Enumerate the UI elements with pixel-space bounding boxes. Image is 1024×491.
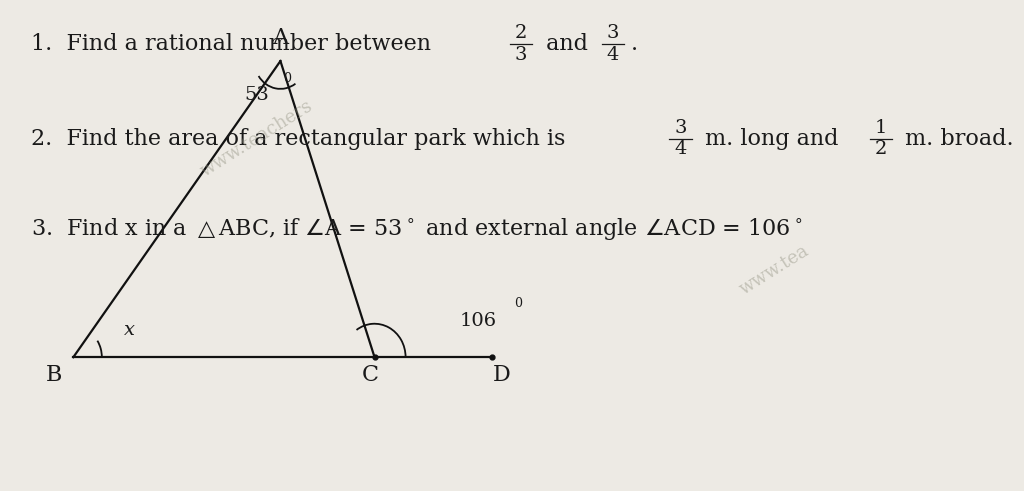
Text: 53: 53 <box>245 86 269 104</box>
Text: 4: 4 <box>675 140 687 159</box>
Text: 0: 0 <box>514 297 522 310</box>
Text: 1.  Find a rational number between: 1. Find a rational number between <box>31 33 438 55</box>
Text: 1: 1 <box>874 119 887 137</box>
Text: and: and <box>539 33 595 55</box>
Text: 3: 3 <box>675 119 687 137</box>
Text: C: C <box>361 364 378 386</box>
Text: .: . <box>631 33 638 55</box>
Text: m. long and: m. long and <box>698 128 846 150</box>
Text: x: x <box>124 322 135 339</box>
Text: 106: 106 <box>459 312 497 330</box>
Text: www.tea: www.tea <box>736 242 813 298</box>
Text: B: B <box>46 364 62 386</box>
Text: 2.  Find the area of a rectangular park which is: 2. Find the area of a rectangular park w… <box>31 128 572 150</box>
Text: A: A <box>272 27 289 49</box>
Text: 3.  Find x in a $\triangle$ABC, if $\angle$A = 53$^\circ$ and external angle $\a: 3. Find x in a $\triangle$ABC, if $\angl… <box>31 216 803 242</box>
Text: 0: 0 <box>283 72 291 84</box>
Text: 2: 2 <box>874 140 887 159</box>
Text: D: D <box>493 364 510 386</box>
Text: 2: 2 <box>515 25 527 42</box>
Text: www.teachers: www.teachers <box>198 97 316 181</box>
Text: 4: 4 <box>607 46 620 64</box>
Text: 3: 3 <box>515 46 527 64</box>
Text: m. broad.: m. broad. <box>898 128 1014 150</box>
Text: 3: 3 <box>607 25 620 42</box>
